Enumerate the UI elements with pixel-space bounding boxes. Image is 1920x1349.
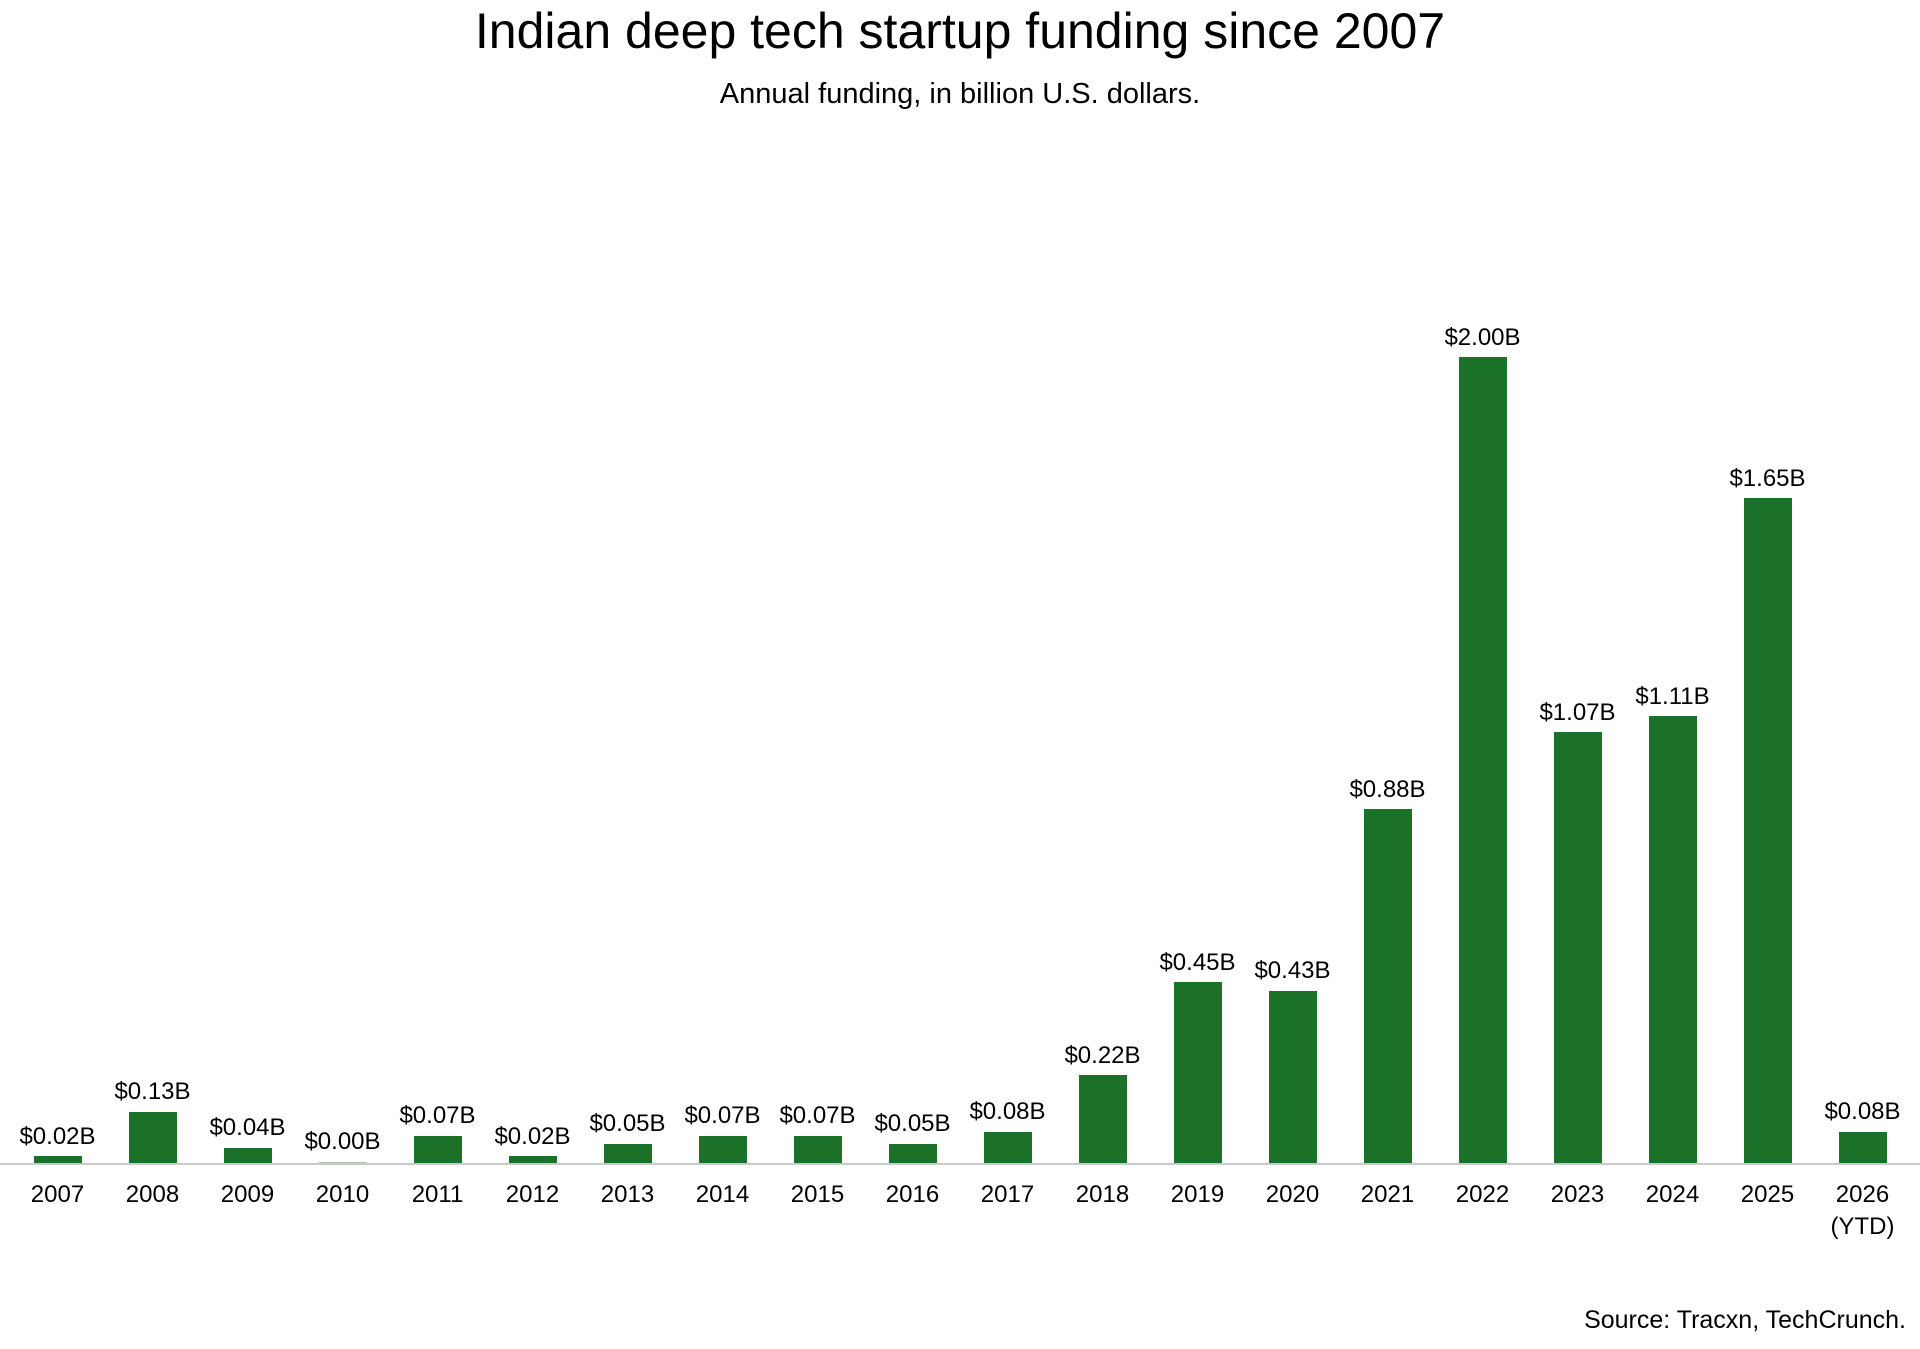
bar-slot-2021: $0.88B (1340, 775, 1435, 1164)
bar-value-label: $1.07B (1539, 698, 1616, 726)
bar-slot-2017: $0.08B (960, 1098, 1055, 1164)
bar-value-label: $0.07B (399, 1102, 476, 1130)
x-tick-label: 2011 (411, 1181, 464, 1208)
x-tick-label: 2022 (1455, 1181, 1510, 1208)
x-axis-line (0, 1163, 1920, 1165)
bar (983, 1131, 1032, 1164)
bar-slot-2022: $2.00B (1435, 323, 1530, 1164)
x-tick-label: 2013 (600, 1181, 655, 1208)
bar-slot-2015: $0.07B (770, 1102, 865, 1164)
x-tick-label: 2019 (1170, 1181, 1225, 1208)
bar (1553, 732, 1602, 1164)
bar (1648, 716, 1697, 1164)
bar-slot-2019: $0.45B (1150, 949, 1245, 1164)
bar-value-label: $0.45B (1159, 949, 1236, 977)
bar (603, 1143, 652, 1164)
bar-slot-2020: $0.43B (1245, 957, 1340, 1164)
bar (1363, 808, 1412, 1164)
bar-value-label: $0.08B (969, 1098, 1046, 1126)
bar-value-label: $0.04B (209, 1114, 286, 1142)
x-tick-label: 2015 (790, 1181, 845, 1208)
x-tick-label: 2020 (1265, 1181, 1320, 1208)
bar (128, 1111, 177, 1164)
x-tick-label: 2014 (695, 1181, 750, 1208)
bar-slot-2009: $0.04B (200, 1115, 295, 1164)
bar (793, 1135, 842, 1164)
x-tick-label: 2026 (YTD) (1830, 1181, 1895, 1241)
bar (33, 1155, 82, 1164)
bar (1078, 1075, 1127, 1164)
x-tick-label: 2016 (885, 1181, 940, 1208)
bar-slot-2008: $0.13B (105, 1078, 200, 1164)
bar-slot-2016: $0.05B (865, 1111, 960, 1164)
bar-value-label: $0.02B (19, 1122, 96, 1150)
bar-value-label: $0.07B (779, 1102, 856, 1130)
bar (1743, 498, 1792, 1164)
bar (888, 1143, 937, 1164)
bar (223, 1147, 272, 1164)
bar-slot-2026: $0.08B (1815, 1098, 1910, 1164)
x-tick-label: 2008 (125, 1181, 180, 1208)
bar-slot-2014: $0.07B (675, 1102, 770, 1164)
bar-slot-2023: $1.07B (1530, 698, 1625, 1164)
chart-subtitle: Annual funding, in billion U.S. dollars. (719, 78, 1201, 110)
x-tick-label: 2025 (1740, 1181, 1795, 1208)
bar-slot-2012: $0.02B (485, 1122, 580, 1164)
bar-value-label: $1.11B (1635, 682, 1710, 710)
bar-slot-2018: $0.22B (1055, 1041, 1150, 1164)
bar (508, 1155, 557, 1164)
bar (1173, 982, 1222, 1164)
x-tick-label: 2009 (220, 1181, 275, 1208)
bar-value-label: $0.13B (114, 1078, 191, 1106)
bar-slot-2013: $0.05B (580, 1111, 675, 1164)
bar-value-label: $0.00B (304, 1128, 381, 1156)
bar (1458, 357, 1507, 1164)
source-attribution: Source: Tracxn, TechCrunch. (1584, 1306, 1906, 1334)
x-tick-label: 2010 (315, 1181, 370, 1208)
chart-title: Indian deep tech startup funding since 2… (474, 3, 1446, 59)
bar (1268, 990, 1317, 1164)
bar-value-label: $0.07B (684, 1102, 761, 1130)
bar-value-label: $0.88B (1349, 775, 1426, 803)
x-tick-label: 2023 (1550, 1181, 1605, 1208)
x-tick-label: 2012 (505, 1181, 560, 1208)
bar (318, 1161, 367, 1164)
bar-slot-2025: $1.65B (1720, 464, 1815, 1164)
bar-value-label: $0.08B (1824, 1098, 1901, 1126)
bar-slot-2011: $0.07B (390, 1102, 485, 1164)
bar-value-label: $0.43B (1254, 957, 1331, 985)
bar-value-label: $2.00B (1444, 323, 1521, 351)
x-axis-tick-labels: 2007 2008 2009 2010 2011 2012 2013 2014 2015 2016… (10, 1179, 1910, 1244)
x-tick-label: 2018 (1075, 1181, 1130, 1208)
bar (1838, 1131, 1887, 1164)
bar (698, 1135, 747, 1164)
bar-value-label: $0.22B (1064, 1041, 1141, 1069)
x-tick-label: 2021 (1360, 1181, 1415, 1208)
bar (413, 1135, 462, 1164)
bar-slot-2024: $1.11B (1625, 682, 1720, 1164)
bar-value-label: $0.05B (589, 1110, 666, 1138)
bar-value-label: $0.05B (874, 1110, 951, 1138)
bar-slot-2007: $0.02B (10, 1122, 105, 1164)
x-tick-label: 2024 (1645, 1181, 1700, 1208)
bar-series: $0.02B $0.13B $0.04B $0.00B $0.07B $0.02B $0.0… (10, 244, 1910, 1164)
x-tick-label: 2017 (980, 1181, 1035, 1208)
bar-value-label: $0.02B (494, 1122, 571, 1150)
bar-slot-2010: $0.00B (295, 1128, 390, 1164)
x-tick-label: 2007 (30, 1181, 85, 1208)
bar-value-label: $1.65B (1729, 464, 1806, 492)
